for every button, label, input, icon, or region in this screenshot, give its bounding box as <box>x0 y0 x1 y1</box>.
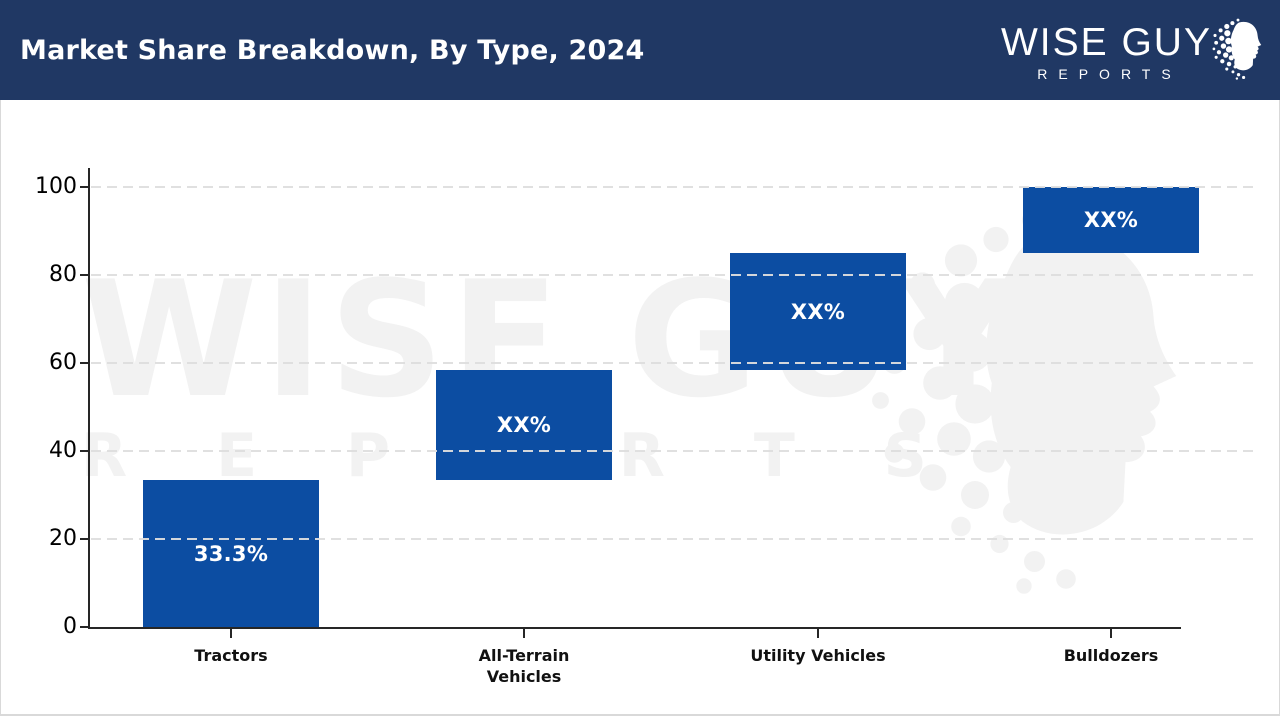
brand-wordmark: WISE GUY REPORTS <box>1001 23 1212 81</box>
y-tick-60 <box>80 362 89 364</box>
page-bottom-border <box>0 714 1280 716</box>
x-tick-tractors <box>230 629 232 638</box>
brand-name: WISE GUY <box>1000 21 1212 64</box>
x-tick-label-utility-vehicles: Utility Vehicles <box>750 646 886 665</box>
gridline-20 <box>91 538 1255 540</box>
watermark-head-icon <box>872 215 1177 594</box>
y-tick-0 <box>80 626 89 628</box>
bar-value-label-utility-vehicles: XX% <box>790 299 846 324</box>
x-tick-label-all-terrain-vehicles: All-Terrain Vehicles <box>478 646 570 686</box>
y-tick-label-20: 20 <box>49 526 77 551</box>
bar-value-label-bulldozers: XX% <box>1083 208 1139 232</box>
y-tick-40 <box>80 450 89 452</box>
gridline-100 <box>91 186 1255 188</box>
y-tick-label-40: 40 <box>49 438 77 463</box>
y-tick-80 <box>80 274 89 276</box>
gridline-80 <box>91 274 1255 276</box>
bar-bulldozers <box>1023 187 1199 253</box>
y-tick-20 <box>80 538 89 540</box>
page-title: Market Share Breakdown, By Type, 2024 <box>20 34 645 66</box>
y-tick-100 <box>80 186 89 188</box>
chart-canvas: WISE GUY R E P O R T S 02040608010033.3%… <box>0 100 1280 714</box>
y-tick-label-0: 0 <box>63 614 77 639</box>
y-axis-spine <box>88 168 90 629</box>
x-tick-label-tractors: Tractors <box>194 646 268 665</box>
bar-all-terrain-vehicles <box>436 370 612 481</box>
header: Market Share Breakdown, By Type, 2024 WI… <box>0 0 1280 100</box>
x-tick-all-terrain-vehicles <box>523 629 525 638</box>
x-axis-spine <box>88 627 1181 629</box>
dotted-head-icon <box>1212 18 1262 80</box>
bar-utility-vehicles <box>730 253 906 371</box>
bar-tractors <box>143 480 319 627</box>
bar-value-label-all-terrain-vehicles: XX% <box>496 413 552 438</box>
gridline-40 <box>91 450 1255 452</box>
x-tick-utility-vehicles <box>817 629 819 638</box>
brand-logo: WISE GUY REPORTS <box>1001 0 1266 100</box>
x-tick-bulldozers <box>1110 629 1112 638</box>
brand-subtitle: REPORTS <box>1037 66 1182 82</box>
y-tick-label-100: 100 <box>35 174 77 199</box>
y-tick-label-60: 60 <box>49 350 77 375</box>
y-tick-label-80: 80 <box>49 262 77 287</box>
gridline-60 <box>91 362 1255 364</box>
bar-value-label-tractors: 33.3% <box>193 541 269 566</box>
x-tick-label-bulldozers: Bulldozers <box>1063 646 1159 665</box>
